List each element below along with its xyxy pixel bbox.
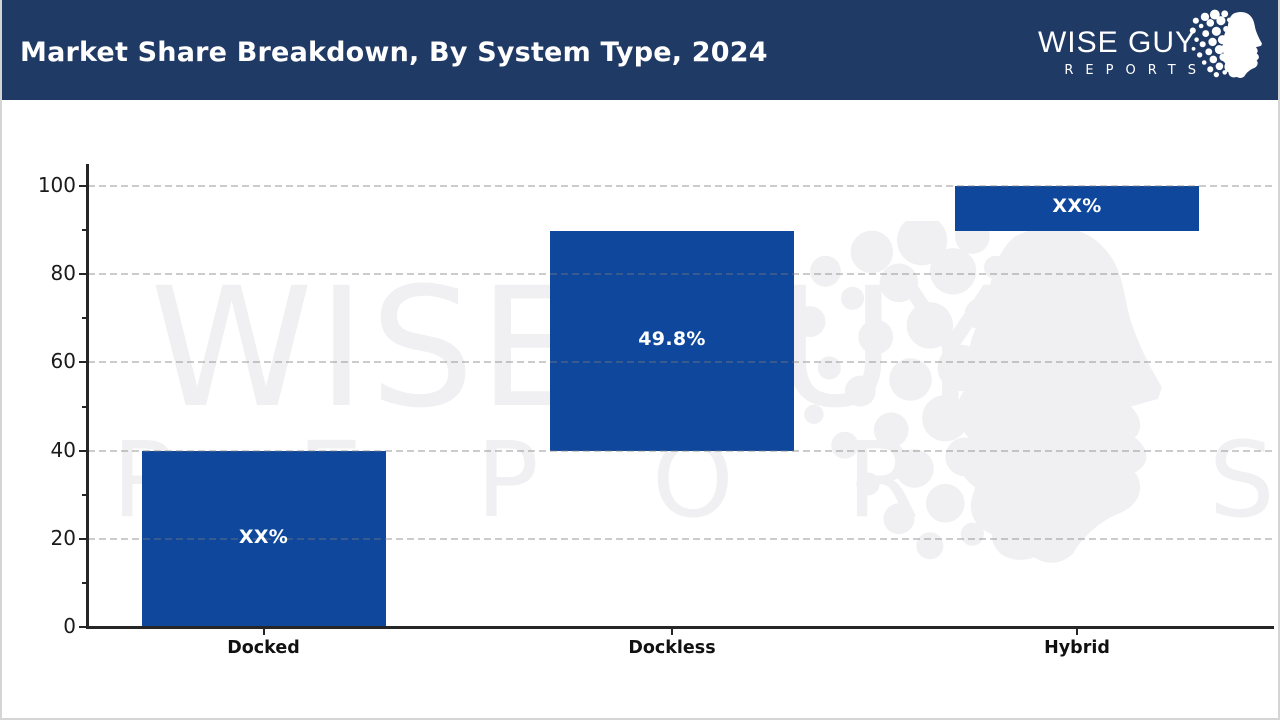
y-tick-label: 40 <box>50 437 76 462</box>
x-category-label: Dockless <box>628 638 716 658</box>
y-tick-mark <box>79 626 88 628</box>
y-tick-label: 60 <box>50 349 76 374</box>
y-minor-tick-mark <box>82 581 88 584</box>
y-gridline <box>88 449 1272 452</box>
x-tick-mark <box>262 628 265 635</box>
y-axis-spine <box>86 164 89 629</box>
bar-value-label: XX% <box>238 525 289 548</box>
y-gridline <box>88 185 1272 187</box>
x-axis-spine <box>86 626 1274 629</box>
brand-face-icon <box>1189 9 1262 78</box>
header-bar: Market Share Breakdown, By System Type, … <box>0 0 1280 100</box>
x-tick-mark <box>671 628 673 635</box>
x-tick-mark <box>1076 628 1078 635</box>
y-tick-label: 0 <box>63 614 76 638</box>
bar-dockless <box>550 230 794 451</box>
y-tick-label: 100 <box>37 173 76 197</box>
bar-docked <box>141 450 386 627</box>
y-minor-tick-mark <box>82 405 88 408</box>
y-tick-mark <box>79 449 88 452</box>
y-tick-mark <box>79 537 88 540</box>
y-tick-label: 20 <box>50 525 76 550</box>
y-gridline <box>88 361 1272 364</box>
y-gridline <box>88 273 1272 276</box>
bar-hybrid <box>955 186 1199 231</box>
bar-value-label: XX% <box>1052 195 1102 218</box>
page-title: Market Share Breakdown, By System Type, … <box>20 37 768 68</box>
brand-wordmark: WISE GUY <box>1037 26 1196 59</box>
y-minor-tick-mark <box>82 229 88 232</box>
y-gridline <box>88 537 1272 540</box>
y-tick-mark <box>79 185 88 187</box>
brand-logo: WISE GUY REPORTS <box>1038 26 1196 78</box>
y-tick-mark <box>79 273 88 276</box>
y-minor-tick-mark <box>82 317 88 320</box>
brand-subtitle: REPORTS <box>1064 63 1208 78</box>
bar-value-label: 49.8% <box>638 327 706 350</box>
y-tick-label: 80 <box>50 261 76 286</box>
x-category-label: Hybrid <box>1044 638 1110 658</box>
x-category-label: Docked <box>227 638 300 658</box>
y-tick-mark <box>79 361 88 364</box>
y-minor-tick-mark <box>82 493 88 496</box>
